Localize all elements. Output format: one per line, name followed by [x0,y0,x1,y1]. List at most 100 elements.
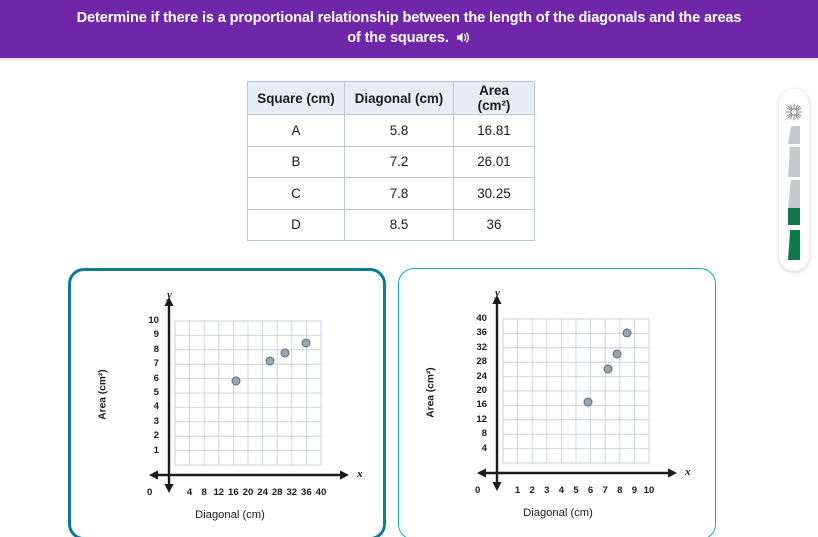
cell-square: D [247,208,345,241]
question-banner: Determine if there is a proportional rel… [0,0,818,58]
y-tick-label: 5 [153,387,159,398]
scatter-plot-right: y x 4 8 12 16 20 24 28 32 36 40 0 1 2 3 4 5 6 7 8 9 10 Area (cm… [399,269,715,537]
x-tick-label: 10 [643,485,655,496]
x-axis-label: Diagonal (cm) [195,509,265,521]
data-point [612,349,622,359]
question-prompt-line2: of the squares. [347,30,449,46]
cell-square: A [247,114,345,147]
cell-diagonal: 7.2 [344,145,454,178]
progress-segment-5 [788,230,800,260]
y-tick-label: 36 [476,327,487,339]
cell-area: 30.25 [453,177,535,210]
cell-square: C [247,177,345,210]
y-tick-label: 2 [153,430,159,442]
star-icon [785,103,803,126]
table-row: B 7.2 26.01 [247,145,535,178]
y-tick-label: 4 [153,401,159,413]
cell-diagonal: 5.8 [344,114,454,147]
x-tick-label: 32 [286,487,298,498]
x-tick-label: 7 [602,485,608,496]
y-tick-label: 28 [476,356,487,368]
table-row: C 7.8 30.25 [247,177,535,210]
x-tick-label: 9 [631,485,638,496]
y-tick-label: 8 [481,428,487,440]
origin-label: 0 [147,487,153,498]
graph-canvas [477,295,677,491]
y-tick-label: 1 [153,444,159,456]
x-tick-label: 5 [573,485,579,496]
x-tick-label: 1 [514,485,521,496]
x-tick-label: 28 [271,487,283,498]
y-tick-label: 4 [481,442,487,454]
squares-data-table: Square (cm) Diagonal (cm) Area (cm²) A 5… [247,81,535,241]
x-tick-label: 24 [257,487,268,498]
data-point [280,348,290,358]
y-tick-label: 6 [153,372,159,384]
y-axis-letter: y [167,289,172,301]
answer-choice-right[interactable]: y x 4 8 12 16 20 24 28 32 36 40 0 1 2 3 4 5 6 7 8 9 10 Area (cm… [398,268,716,537]
y-tick-label: 3 [153,415,159,427]
y-tick-label: 7 [153,358,159,370]
cell-area: 26.01 [453,145,535,178]
x-axis-letter: x [357,468,363,480]
x-tick-label: 2 [529,485,535,496]
origin-label: 0 [475,485,481,496]
x-tick-label: 8 [201,487,207,498]
column-header-area: Area (cm²) [453,81,535,115]
x-tick-label: 40 [315,487,327,498]
y-tick-label: 24 [476,370,487,382]
data-point [622,328,632,338]
data-point [603,364,613,374]
progress-segment-2 [788,147,800,177]
data-point [265,356,275,366]
progress-segment-3 [788,180,800,209]
data-point [301,338,311,348]
y-tick-label: 10 [148,315,159,326]
answer-choices: y x 1 2 3 4 5 6 7 8 9 10 0 4 8 12 16 20 24 28 32 36 40 Area (cm… [68,268,720,537]
x-tick-label: 4 [558,485,565,496]
cell-square: B [247,145,345,178]
cell-area: 16.81 [453,114,535,147]
data-table-container: Square (cm) Diagonal (cm) Area (cm²) A 5… [247,81,535,241]
answer-choice-left[interactable]: y x 1 2 3 4 5 6 7 8 9 10 0 4 8 12 16 20 24 28 32 36 40 Area (cm… [68,268,386,537]
y-axis-label: Area (cm²) [97,369,109,420]
cell-area: 36 [453,208,535,241]
scatter-plot-left: y x 1 2 3 4 5 6 7 8 9 10 0 4 8 12 16 20 24 28 32 36 40 Area (cm… [71,271,383,537]
x-tick-label: 36 [301,487,312,498]
table-row: A 5.8 16.81 [247,114,535,147]
x-tick-label: 12 [213,487,225,498]
table-row: D 8.5 36 [247,208,535,241]
x-tick-label: 20 [242,487,254,498]
y-tick-label: 8 [153,343,159,355]
y-tick-label: 16 [476,399,487,411]
x-tick-label: 16 [228,487,239,498]
x-tick-label: 8 [617,485,623,496]
table-header-row: Square (cm) Diagonal (cm) Area (cm²) [247,81,535,115]
x-tick-label: 3 [544,485,550,496]
banner-shadow [0,58,818,62]
cell-diagonal: 8.5 [344,208,454,241]
y-tick-label: 12 [476,413,487,425]
speaker-icon[interactable] [456,30,471,50]
y-tick-label: 20 [476,385,487,396]
question-prompt-line1: Determine if there is a proportional rel… [76,10,742,26]
x-axis-letter: x [685,466,691,478]
column-header-square: Square (cm) [247,81,345,115]
progress-segment-4 [788,208,800,225]
progress-segment-1 [788,126,800,144]
data-point [583,397,593,407]
x-tick-label: 4 [186,487,193,498]
progress-widget[interactable] [779,89,809,271]
x-tick-label: 6 [587,485,594,496]
y-tick-label: 32 [476,341,487,353]
y-tick-label: 9 [153,329,159,341]
y-axis-label: Area (cm²) [425,367,437,418]
cell-diagonal: 7.8 [344,177,454,210]
question-prompt: Determine if there is a proportional rel… [77,8,742,50]
column-header-diagonal: Diagonal (cm) [344,81,454,115]
data-point [231,376,241,386]
y-tick-label: 40 [476,313,487,324]
y-axis-letter: y [495,287,500,299]
x-axis-label: Diagonal (cm) [523,507,593,519]
